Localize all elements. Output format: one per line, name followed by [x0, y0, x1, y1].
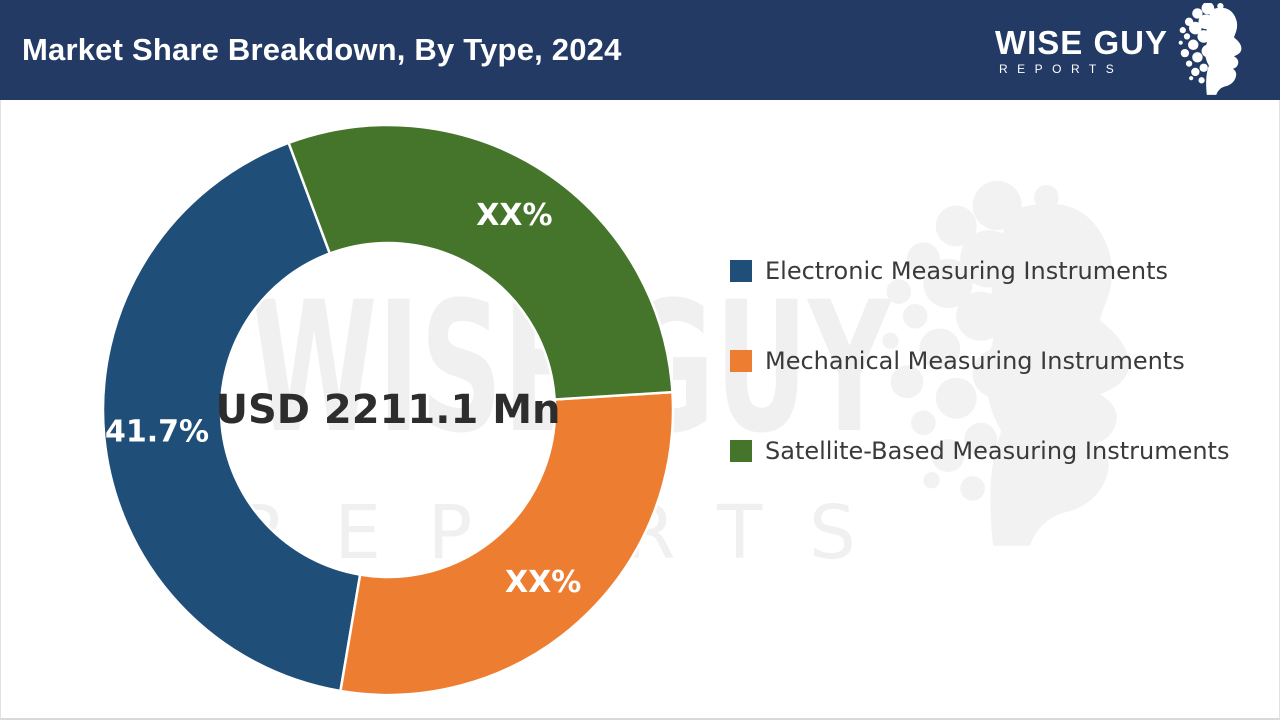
face-dot — [935, 377, 977, 419]
face-dot — [1198, 14, 1214, 30]
face-dot — [1034, 185, 1059, 210]
face-dot — [1054, 217, 1071, 235]
legend-item-electronic: Electronic Measuring Instruments — [730, 256, 1229, 286]
legend-label: Mechanical Measuring Instruments — [765, 347, 1185, 375]
face-dot — [1201, 44, 1215, 58]
face-dot — [1211, 58, 1218, 65]
face-dot — [1218, 17, 1227, 26]
donut-chart: WISE GUYREPORTS41.7%XX%XX% — [101, 123, 1129, 697]
donut-slice — [101, 141, 362, 693]
face-dot — [919, 328, 961, 370]
face-dot — [972, 180, 1022, 231]
face-dot — [1220, 35, 1225, 40]
face-dot — [882, 332, 899, 349]
face-dot — [1217, 3, 1224, 10]
slice-percentage-label: XX% — [505, 565, 581, 600]
face-dot — [964, 422, 998, 456]
legend: Electronic Measuring Instruments Mechani… — [730, 256, 1229, 526]
face-dot — [1046, 312, 1063, 329]
face-dot — [1207, 74, 1213, 79]
face-dot — [1021, 496, 1039, 513]
face-dot — [923, 472, 940, 489]
legend-swatch-orange-icon — [730, 350, 752, 372]
legend-item-satellite: Satellite-Based Measuring Instruments — [730, 436, 1229, 466]
face-dot — [923, 258, 973, 308]
face-dot — [1180, 48, 1190, 58]
face-dot — [1208, 24, 1220, 36]
face-dot — [1199, 63, 1208, 72]
legend-item-mechanical: Mechanical Measuring Instruments — [730, 346, 1229, 376]
face-dot — [1038, 242, 1071, 276]
face-dot — [1189, 21, 1202, 35]
legend-label: Satellite-Based Measuring Instruments — [765, 437, 1230, 465]
slice-percentage-label: 41.7% — [105, 414, 209, 449]
header: Market Share Breakdown, By Type, 2024 WI… — [0, 0, 1280, 100]
face-dot — [1179, 27, 1186, 34]
face-dot — [1223, 24, 1230, 32]
face-dot — [1050, 431, 1067, 448]
face-dot — [960, 230, 1018, 288]
watermark-face-icon — [882, 180, 1129, 546]
wise-guy-logo: WISE GUY REPORTS — [995, 3, 1254, 97]
chart-area: WISE GUYREPORTS41.7%XX%XX% USD 2211.1 Mn… — [0, 100, 1280, 720]
face-dot — [1058, 271, 1084, 296]
legend-swatch-green-icon — [730, 440, 752, 462]
face-dot — [890, 365, 924, 399]
donut-slice — [339, 390, 675, 697]
face-dot — [1218, 53, 1223, 58]
donut-slice — [287, 123, 674, 401]
face-dot — [1034, 459, 1059, 485]
face-dot — [1178, 40, 1183, 45]
face-dot — [1201, 3, 1215, 15]
face-dot — [931, 439, 965, 472]
legend-label: Electronic Measuring Instruments — [765, 257, 1168, 285]
face-dot — [1185, 60, 1193, 67]
logo-wordmark: WISE GUY REPORTS — [995, 26, 1168, 75]
face-dot — [1198, 77, 1205, 84]
face-dot — [960, 476, 985, 501]
face-dot — [997, 463, 1014, 481]
face-dot — [1009, 402, 1035, 427]
face-dot — [911, 410, 936, 436]
face-dot — [1222, 11, 1227, 16]
face-dot — [1191, 67, 1200, 77]
face-dot — [1188, 39, 1199, 50]
face-dot — [956, 291, 1006, 341]
face-dot — [886, 279, 912, 304]
face-dot — [1214, 40, 1223, 49]
face-dot — [1192, 52, 1203, 63]
face-dot — [972, 349, 1022, 399]
face-dot — [1221, 65, 1226, 70]
face-dot — [1192, 8, 1203, 19]
slice-percentage-label: XX% — [476, 198, 552, 233]
face-dot — [1038, 381, 1055, 399]
legend-swatch-blue-icon — [730, 260, 752, 282]
face-dot — [1009, 213, 1051, 255]
face-dot — [1021, 332, 1055, 366]
face-dot — [1183, 33, 1191, 40]
face-dot — [1211, 10, 1222, 21]
face-dot — [1214, 82, 1219, 87]
face-dot — [935, 205, 977, 247]
logo-line1: WISE GUY — [994, 23, 1168, 61]
face-profile-logo-icon — [1178, 3, 1242, 95]
face-dot — [1197, 30, 1210, 43]
face-dot — [1217, 72, 1224, 80]
face-dot — [902, 303, 928, 329]
face-dot — [1189, 76, 1194, 81]
page-title: Market Share Breakdown, By Type, 2024 — [22, 32, 622, 67]
logo-line2: REPORTS — [998, 61, 1124, 76]
donut-center-label: USD 2211.1 Mn — [215, 387, 561, 433]
face-dot — [1001, 271, 1043, 313]
